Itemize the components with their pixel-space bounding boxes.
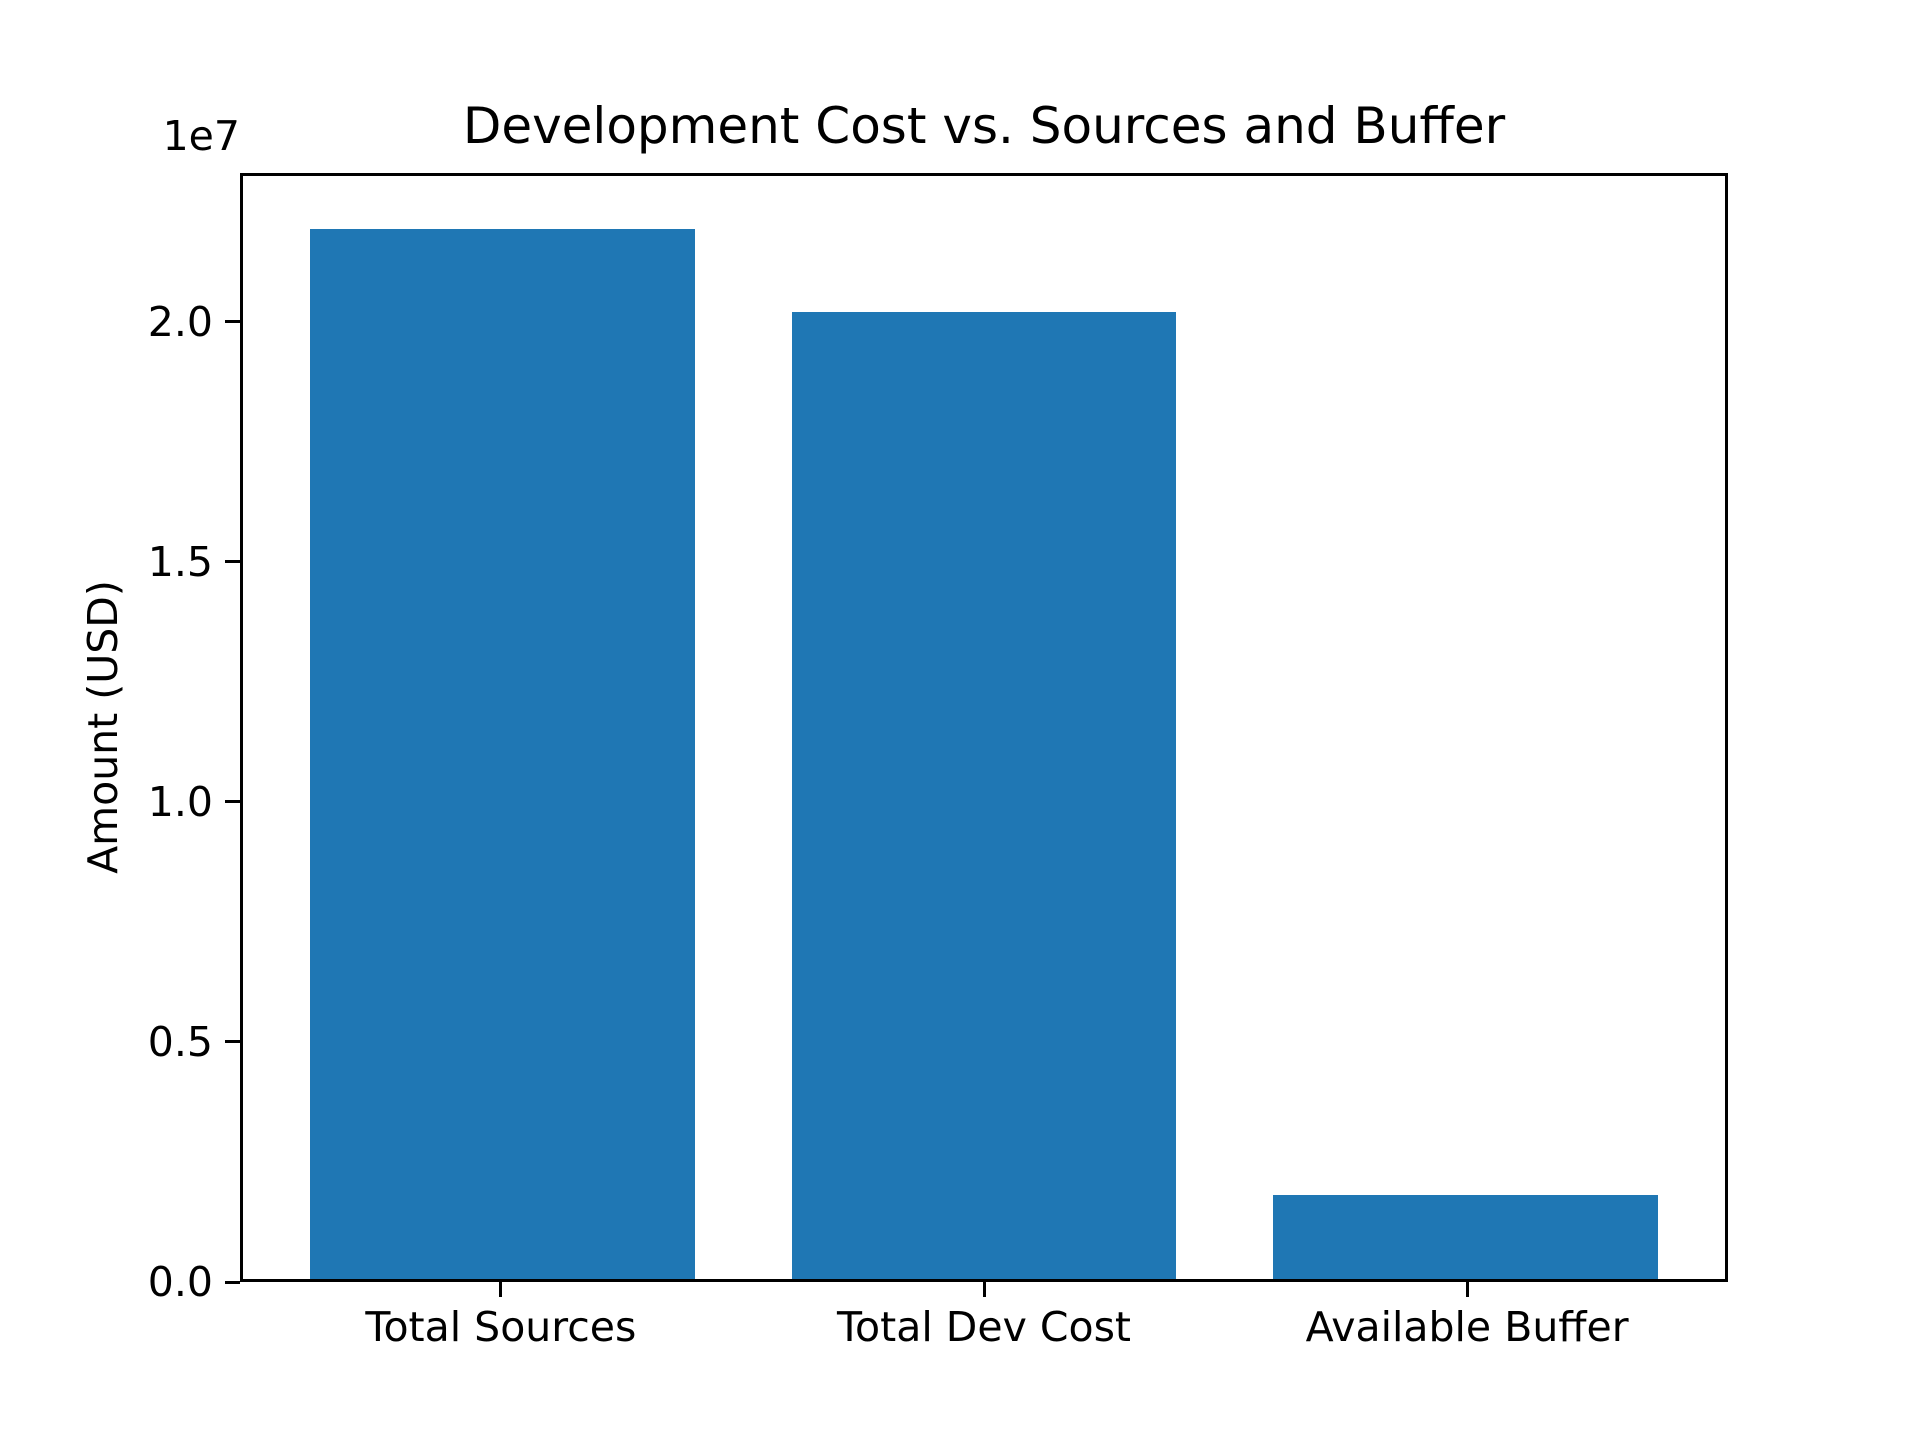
x-tick-label: Total Dev Cost <box>836 1303 1132 1351</box>
x-tick-label: Available Buffer <box>1305 1303 1629 1351</box>
y-tick-label: 0.0 <box>147 1258 213 1306</box>
x-tick-mark <box>982 1282 986 1297</box>
y-axis-label: Amount (USD) <box>79 580 127 874</box>
bar-available-buffer <box>1272 1195 1658 1279</box>
y-axis-offset-label: 1e7 <box>162 112 240 160</box>
x-tick-label: Total Sources <box>365 1303 637 1351</box>
y-tick-mark <box>225 1040 240 1044</box>
y-tick-label: 1.5 <box>147 537 213 586</box>
chart-title: Development Cost vs. Sources and Buffer <box>462 97 1506 155</box>
bar-total-sources <box>310 228 696 1279</box>
y-tick-mark <box>225 320 240 324</box>
x-tick-mark <box>499 1282 503 1297</box>
y-tick-label: 1.0 <box>147 777 213 826</box>
y-tick-mark <box>225 560 240 564</box>
plot-area <box>240 173 1728 1282</box>
x-tick-mark <box>1465 1282 1469 1297</box>
y-tick-mark <box>225 1280 240 1284</box>
y-tick-label: 0.5 <box>147 1017 213 1066</box>
bar-total-dev-cost <box>791 312 1177 1279</box>
y-tick-label: 2.0 <box>147 297 213 346</box>
y-tick-mark <box>225 800 240 804</box>
